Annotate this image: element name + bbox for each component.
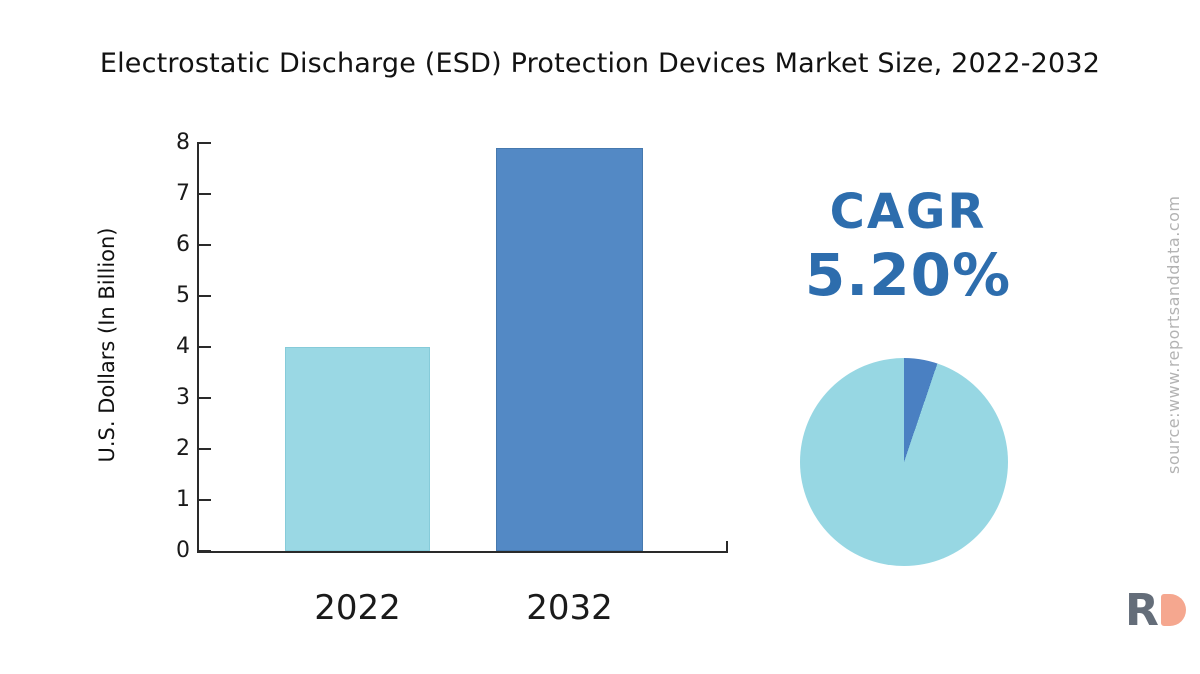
y-axis-tick: [197, 295, 211, 297]
x-axis-category-label: 2032: [526, 588, 613, 628]
logo-letter-r: R: [1125, 585, 1159, 636]
y-axis-title-text: U.S. Dollars (In Billion): [95, 227, 119, 463]
y-axis-tick: [197, 244, 211, 246]
cagr-label: CAGR: [829, 184, 987, 240]
y-axis-tick-label: 3: [176, 385, 190, 410]
y-axis-tick-label: 1: [176, 487, 190, 512]
y-axis-tick-label: 4: [176, 334, 190, 359]
x-axis-line: [197, 551, 728, 553]
x-axis-category-label: 2022: [314, 588, 401, 628]
logo-letter-d-shape: [1160, 594, 1186, 626]
cagr-value: 5.20%: [804, 241, 1012, 309]
y-axis-tick: [197, 499, 211, 501]
y-axis-tick-label: 0: [176, 538, 190, 563]
y-axis-tick-label: 5: [176, 283, 190, 308]
y-axis-tick-label: 7: [176, 181, 190, 206]
y-axis-tick: [197, 550, 211, 552]
source-attribution: source:www.reportsanddata.com: [1164, 195, 1183, 475]
chart-title: Electrostatic Discharge (ESD) Protection…: [99, 48, 1101, 79]
y-axis-tick: [197, 346, 211, 348]
y-axis-tick: [197, 142, 211, 144]
y-axis-tick: [197, 397, 211, 399]
y-axis-tick-label: 8: [176, 130, 190, 155]
cagr-block: CAGR 5.20%: [805, 184, 1011, 310]
y-axis-tick: [197, 193, 211, 195]
bar-2022: [285, 347, 430, 551]
x-axis-end-tick: [726, 541, 728, 551]
reportsanddata-logo: R: [1125, 585, 1186, 636]
bar-2032: [496, 148, 643, 551]
y-axis-tick-label: 2: [176, 436, 190, 461]
y-axis-line: [197, 143, 199, 553]
y-axis-tick: [197, 448, 211, 450]
cagr-pie-chart: [800, 358, 1008, 566]
y-axis-tick-label: 6: [176, 232, 190, 257]
